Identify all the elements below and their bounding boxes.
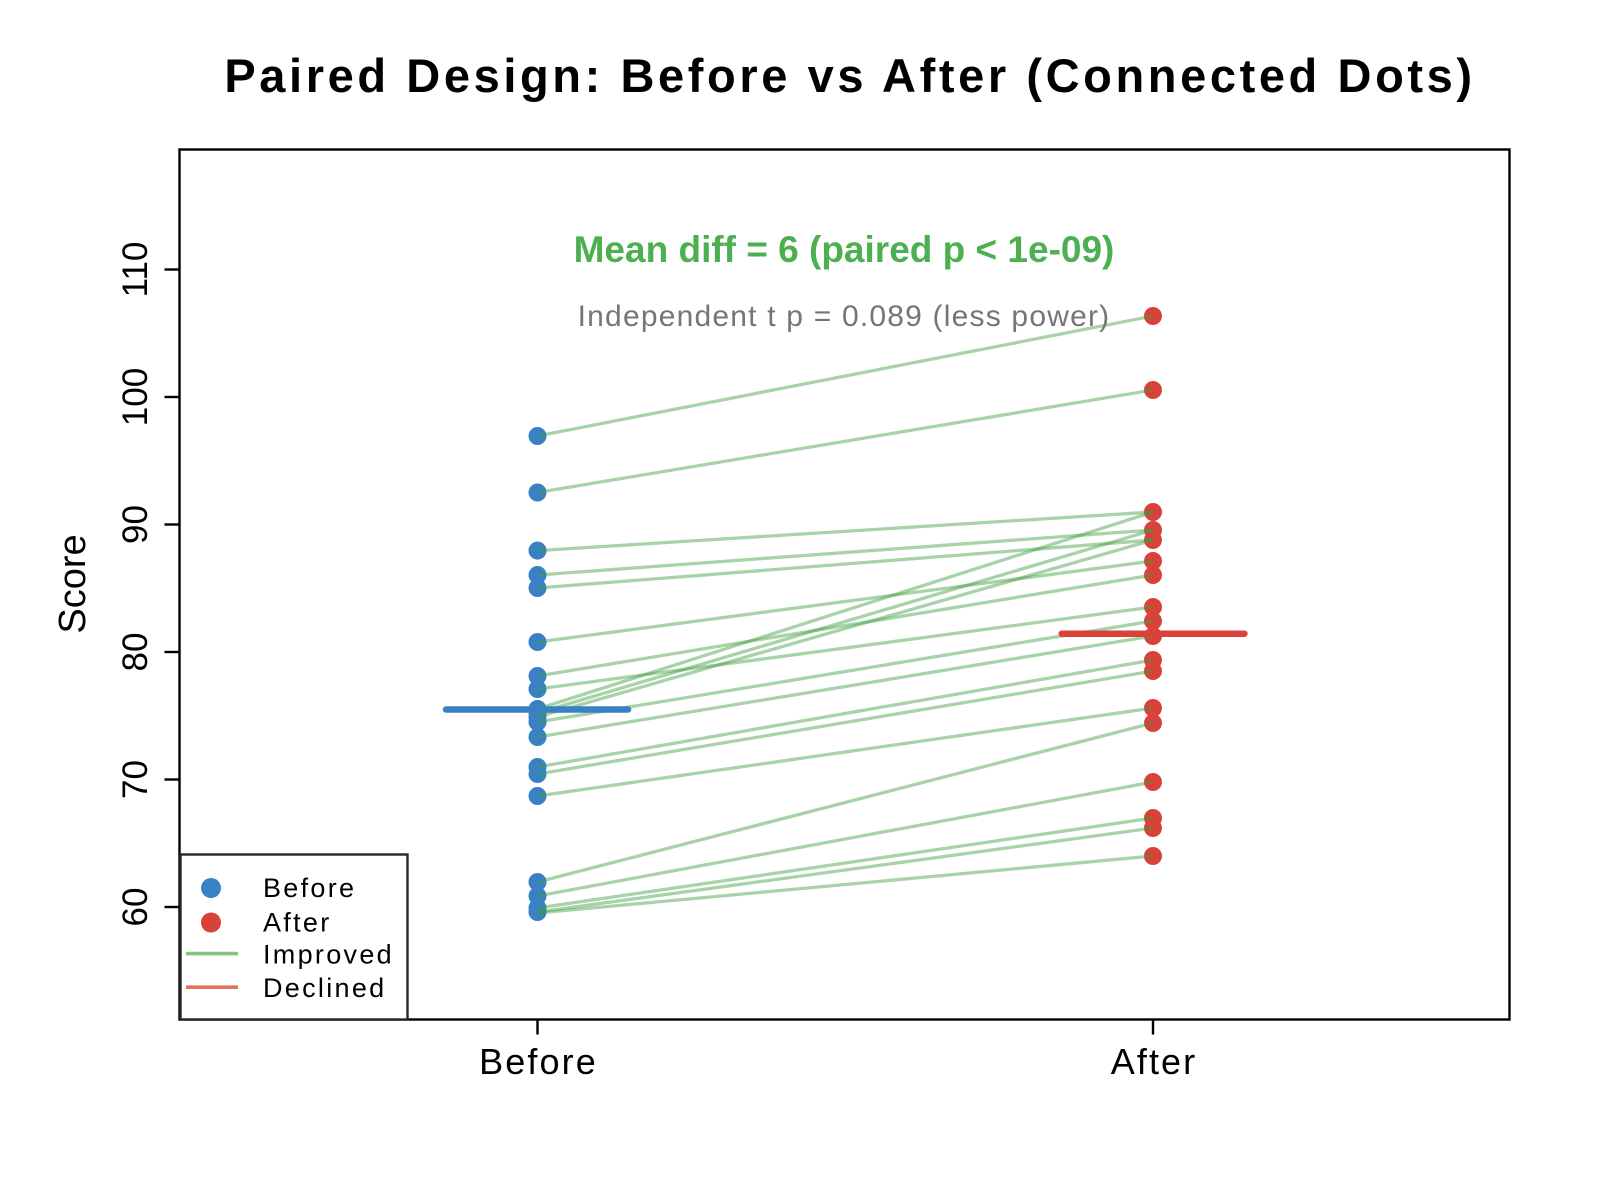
svg-text:Independent t p = 0.089 (less: Independent t p = 0.089 (less power) bbox=[578, 300, 1111, 333]
svg-text:After: After bbox=[1111, 1041, 1198, 1082]
svg-text:60: 60 bbox=[116, 888, 155, 927]
svg-text:Score: Score bbox=[52, 534, 94, 633]
svg-text:Mean diff = 6 (paired p < 1e-0: Mean diff = 6 (paired p < 1e-09) bbox=[574, 229, 1115, 270]
svg-text:110: 110 bbox=[116, 242, 155, 298]
svg-text:80: 80 bbox=[116, 633, 155, 672]
svg-text:After: After bbox=[263, 908, 332, 938]
svg-text:Declined: Declined bbox=[263, 973, 386, 1003]
svg-text:Before: Before bbox=[479, 1041, 598, 1082]
svg-text:Paired Design: Before vs After: Paired Design: Before vs After (Connecte… bbox=[224, 49, 1475, 102]
svg-text:100: 100 bbox=[116, 368, 155, 426]
svg-text:Before: Before bbox=[263, 873, 356, 903]
svg-text:90: 90 bbox=[116, 505, 155, 544]
svg-text:Improved: Improved bbox=[263, 940, 394, 970]
svg-text:70: 70 bbox=[116, 760, 155, 799]
